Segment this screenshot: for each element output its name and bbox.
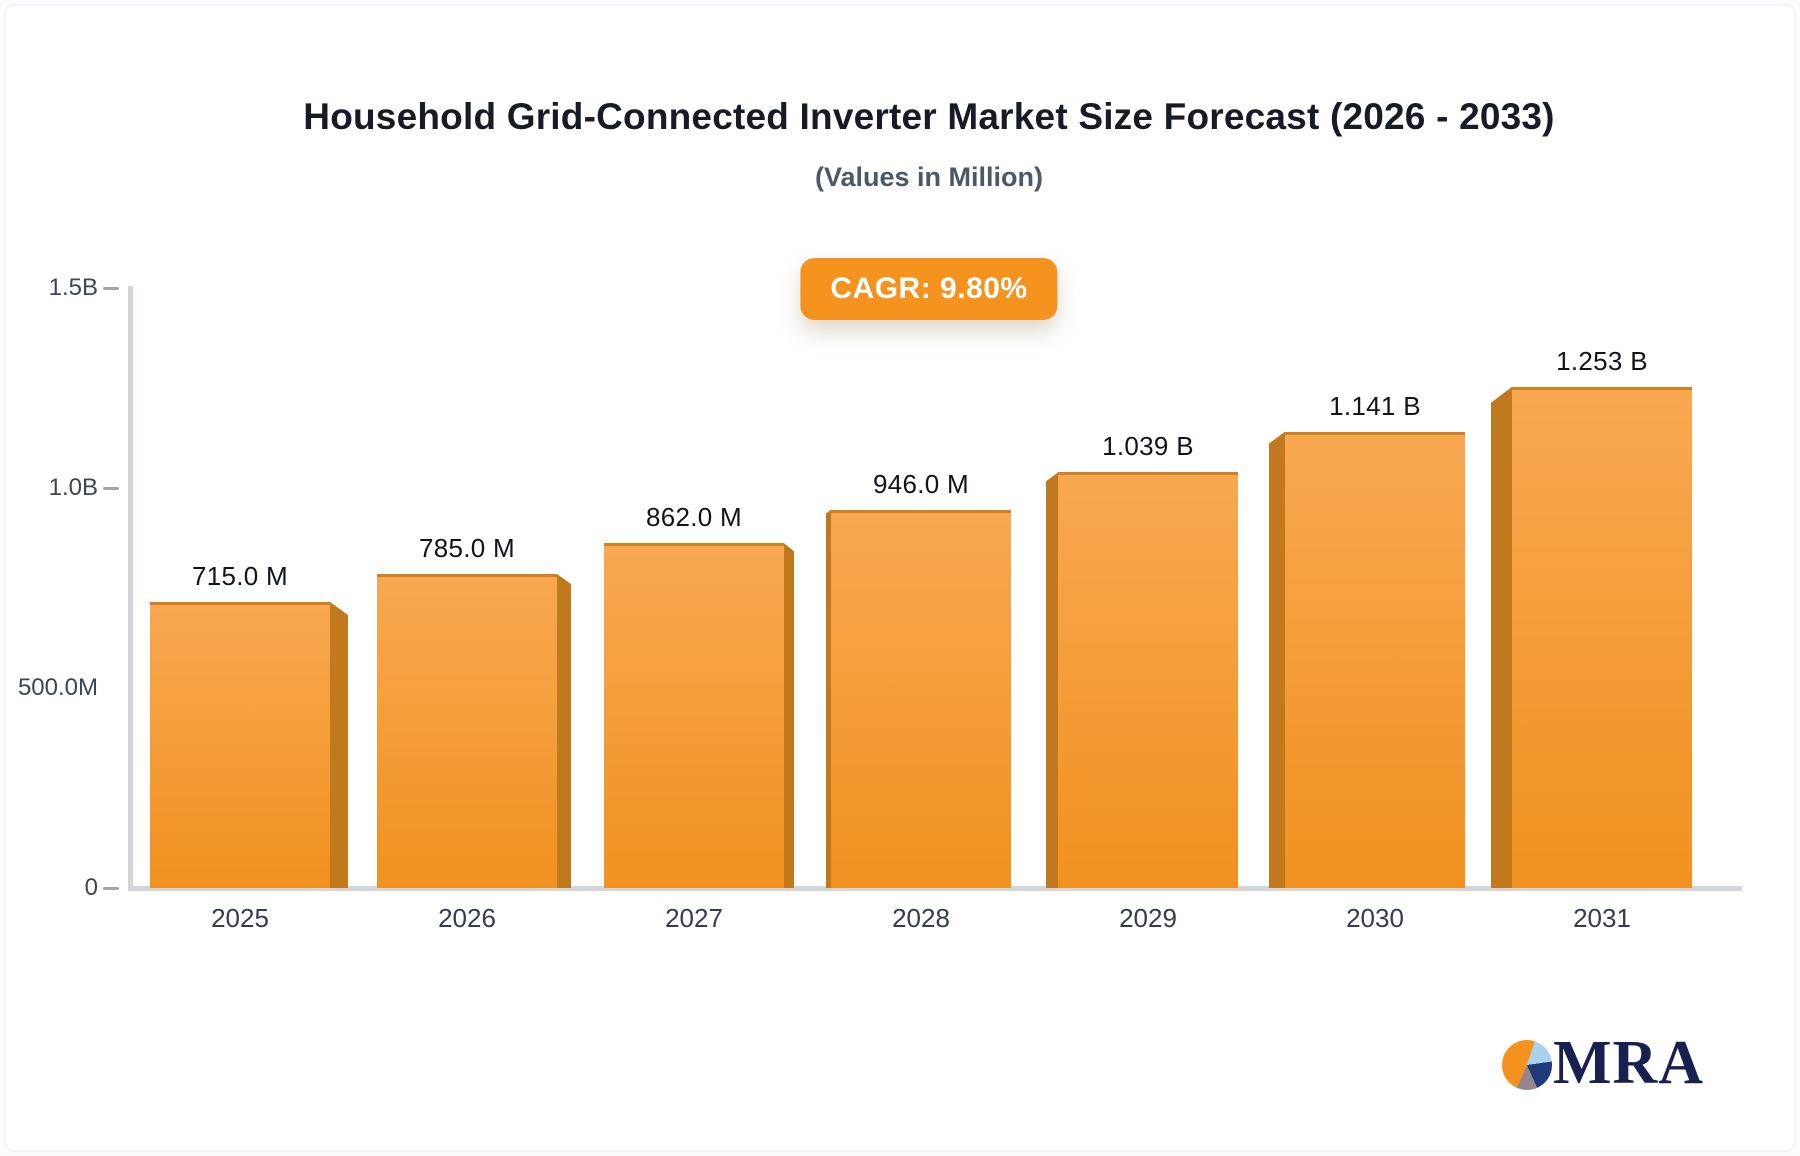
bar-2031 [1512,386,1692,888]
y-axis-tick [103,486,119,490]
chart-subtitle: (Values in Million) [814,162,1044,192]
x-axis-label: 2031 [1573,903,1631,933]
bar-value-label: 785.0 M [418,533,516,563]
y-axis-tick [103,886,119,890]
y-axis-line [128,286,133,890]
bar-2029 [1058,472,1238,888]
bar-2027 [604,543,784,888]
x-axis-label: 2028 [892,903,950,933]
bar-value-label: 1.039 B [1102,431,1194,462]
x-axis-label: 2030 [1346,903,1404,933]
bar-2030 [1285,431,1465,888]
pie-chart-icon [1502,1040,1552,1090]
x-axis-label: 2027 [665,903,723,933]
bar-3d-side [1046,472,1058,888]
cagr-badge: CAGR: 9.80% [800,258,1058,320]
x-axis-baseline [128,886,1742,891]
chart-title: Household Grid-Connected Inverter Market… [303,96,1555,137]
y-axis-label: 0 [84,874,98,901]
bar-3d-side [826,509,831,888]
bar-3d-side [1491,386,1512,888]
bar-value-label: 715.0 M [191,561,289,591]
bar-2028 [831,509,1011,888]
y-axis-label: 500.0M [17,674,98,701]
x-axis-label: 2026 [438,903,496,933]
x-axis-label: 2029 [1119,903,1177,933]
bar-3d-side [1269,431,1285,888]
y-axis-label: 1.5B [48,274,98,301]
bar-3d-side [784,543,794,888]
bar-2026 [377,574,557,888]
bar-value-label: 1.141 B [1329,390,1421,421]
bar-2025 [150,602,330,888]
y-axis-label: 1.0B [48,474,98,501]
x-axis-label: 2025 [211,903,269,933]
y-axis-tick [103,286,119,290]
bar-value-label: 946.0 M [872,468,970,499]
bar-3d-side [330,602,348,888]
bar-value-label: 1.253 B [1556,345,1648,376]
logo-text: MRA [1553,1029,1705,1097]
bar-3d-side [557,574,571,888]
mra-logo: MRA [1502,1029,1705,1097]
bar-value-label: 862.0 M [645,502,743,533]
